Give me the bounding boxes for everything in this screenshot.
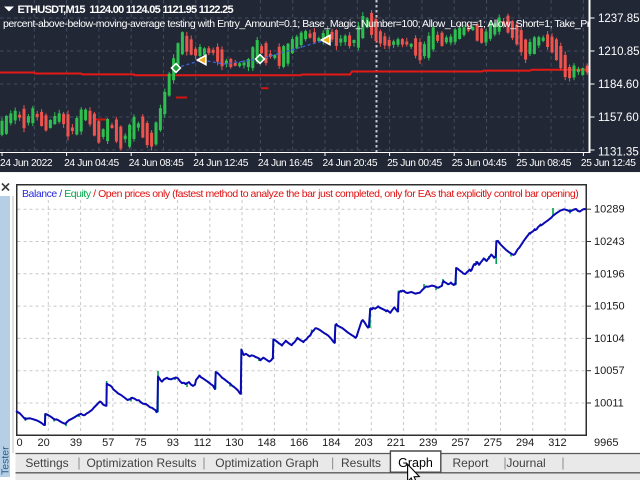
svg-text:184: 184 xyxy=(322,437,340,449)
svg-text:10196: 10196 xyxy=(594,268,625,280)
svg-text:1184.60: 1184.60 xyxy=(598,79,639,91)
svg-text:Settings: Settings xyxy=(25,456,68,470)
svg-text:ETHUSDT,M15 1124.00 1124.05 1: ETHUSDT,M15 1124.00 1124.05 1121.95 1122… xyxy=(18,4,234,16)
svg-text:294: 294 xyxy=(516,437,534,449)
svg-text:25 Jun 04:45: 25 Jun 04:45 xyxy=(452,158,507,169)
svg-text:24 Jun 2022: 24 Jun 2022 xyxy=(0,158,53,169)
svg-text:percent-above-below-moving-ave: percent-above-below-moving-average testi… xyxy=(3,18,591,30)
svg-text:Optimization Results: Optimization Results xyxy=(86,456,196,470)
svg-text:166: 166 xyxy=(290,437,308,449)
svg-text:1157.60: 1157.60 xyxy=(598,112,639,124)
svg-text:25 Jun 08:45: 25 Jun 08:45 xyxy=(516,158,571,169)
svg-text:0: 0 xyxy=(16,437,22,449)
svg-text:10243: 10243 xyxy=(594,236,625,248)
svg-text:257: 257 xyxy=(451,437,469,449)
svg-text:275: 275 xyxy=(484,437,502,449)
svg-text:24 Jun 08:45: 24 Jun 08:45 xyxy=(129,158,184,169)
svg-text:Report: Report xyxy=(452,456,489,470)
svg-text:10057: 10057 xyxy=(594,365,625,377)
svg-text:39: 39 xyxy=(70,437,82,449)
svg-text:1237.85: 1237.85 xyxy=(598,13,640,25)
svg-text:221: 221 xyxy=(387,437,405,449)
svg-text:Journal: Journal xyxy=(506,456,545,470)
svg-text:10289: 10289 xyxy=(594,204,625,216)
svg-text:10150: 10150 xyxy=(594,301,625,313)
svg-text:57: 57 xyxy=(102,437,114,449)
svg-text:Graph: Graph xyxy=(398,456,433,470)
svg-text:312: 312 xyxy=(548,437,566,449)
svg-text:Optimization Graph: Optimization Graph xyxy=(215,456,318,470)
svg-text:9965: 9965 xyxy=(594,437,618,449)
svg-text:112: 112 xyxy=(194,437,212,449)
svg-text:203: 203 xyxy=(354,437,372,449)
svg-text:148: 148 xyxy=(258,437,276,449)
svg-text:25 Jun 12:45: 25 Jun 12:45 xyxy=(581,158,636,169)
svg-text:10011: 10011 xyxy=(594,398,624,410)
svg-text:Tester: Tester xyxy=(0,446,12,475)
svg-text:Results: Results xyxy=(341,456,381,470)
svg-text:130: 130 xyxy=(225,437,243,449)
svg-text:24 Jun 12:45: 24 Jun 12:45 xyxy=(193,158,248,169)
svg-text:24 Jun 20:45: 24 Jun 20:45 xyxy=(323,158,378,169)
svg-text:25 Jun 00:45: 25 Jun 00:45 xyxy=(387,158,442,169)
svg-text:1210.85: 1210.85 xyxy=(598,46,640,58)
svg-text:24 Jun 16:45: 24 Jun 16:45 xyxy=(258,158,313,169)
svg-text:10104: 10104 xyxy=(594,333,625,345)
svg-text:1131.35: 1131.35 xyxy=(598,147,639,159)
svg-text:Balance / Equity / Open prices: Balance / Equity / Open prices only (fas… xyxy=(22,188,578,200)
svg-text:239: 239 xyxy=(419,437,437,449)
svg-text:75: 75 xyxy=(134,437,146,449)
svg-text:93: 93 xyxy=(167,437,179,449)
svg-text:20: 20 xyxy=(38,437,50,449)
svg-text:24 Jun 04:45: 24 Jun 04:45 xyxy=(64,158,119,169)
